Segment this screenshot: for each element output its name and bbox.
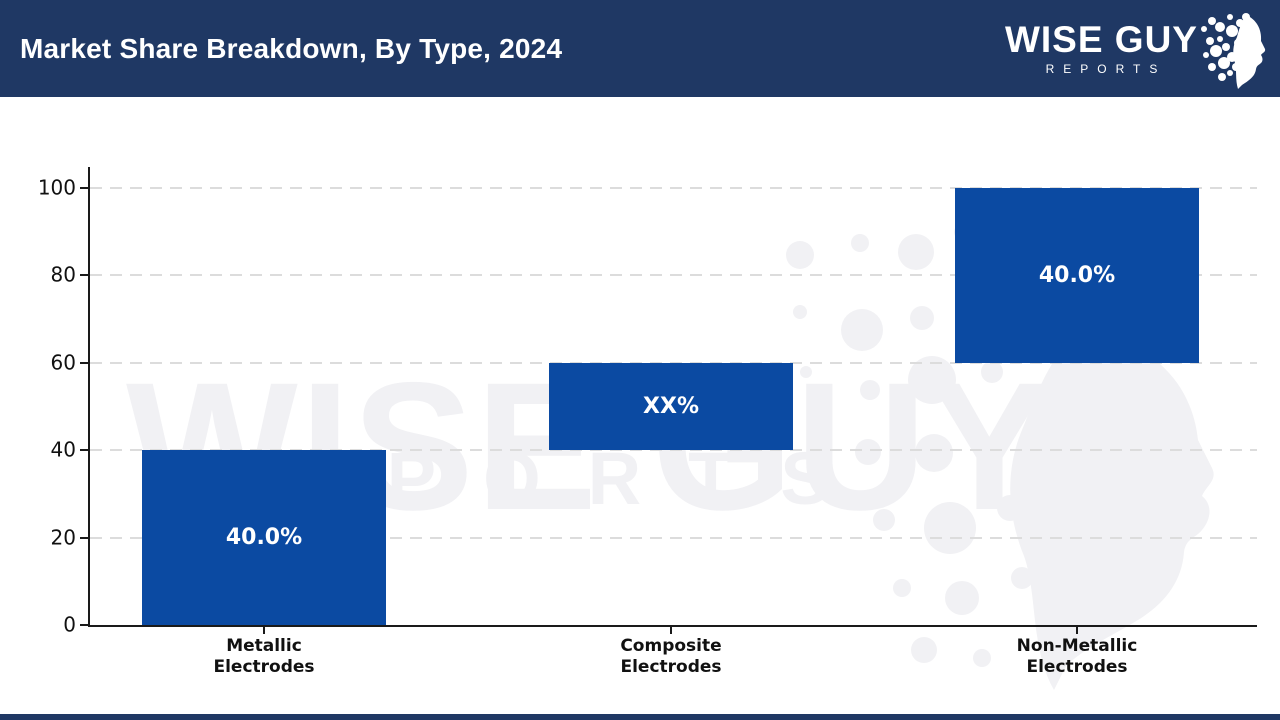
footer-bar [0,714,1280,720]
x-category-label-line: Non-Metallic [1016,636,1138,656]
x-category-label-line: Metallic [226,636,302,656]
plot-area: 0 20 40 60 80 100 40.0% Metallic Electrodes XX% Co… [0,97,1280,714]
x-category-label-line: Electrodes [1026,657,1128,677]
x-axis-line [88,625,1257,627]
y-axis-line [88,167,90,627]
x-category-label: Metallic Electrodes [134,636,394,678]
x-category-label-line: Electrodes [213,657,315,677]
x-tick-mark [263,627,265,634]
gridline [90,449,1257,451]
logo-wordmark: WISE GUY [1004,19,1198,60]
x-category-label-line: Electrodes [620,657,722,677]
y-tick-mark [80,536,88,539]
y-tick-label: 20 [50,525,76,550]
y-tick-mark [80,449,88,451]
wiseguy-logo: WISE GUY REPORTS [1005,9,1266,89]
x-category-label: Non-Metallic Electrodes [947,636,1207,678]
y-tick-label: 100 [37,175,76,200]
y-tick-label: 80 [50,262,76,287]
y-tick-mark [80,274,88,276]
logo-subtitle: REPORTS [1045,62,1167,76]
bar: 40.0% [142,450,386,625]
y-tick-mark [80,186,88,189]
x-category-label-line: Composite [620,636,722,656]
gridline [90,186,1257,189]
y-tick-mark [80,624,88,626]
wiseguy-logo-text: WISE GUY REPORTS [1005,21,1198,76]
chart-area: WISE GUY REPORTS 0 20 40 60 80 100 40. [0,97,1280,714]
header: Market Share Breakdown, By Type, 2024 WI… [0,0,1280,97]
y-tick-label: 0 [63,612,76,637]
wiseguy-face-icon [1201,12,1266,89]
x-tick-mark [1076,627,1078,634]
bar: XX% [549,362,793,450]
y-tick-label: 60 [50,350,76,375]
bar: 40.0% [955,187,1199,363]
chart-title: Market Share Breakdown, By Type, 2024 [20,32,563,64]
gridline [90,536,1257,539]
y-tick-label: 40 [50,437,76,462]
bar-value-label: 40.0% [1038,262,1116,288]
gridline [90,274,1257,276]
y-tick-mark [80,361,88,364]
bar-value-label: XX% [643,393,699,419]
x-category-label: Composite Electrodes [541,636,801,678]
x-tick-mark [670,627,672,634]
bar-value-label: 40.0% [225,525,303,550]
